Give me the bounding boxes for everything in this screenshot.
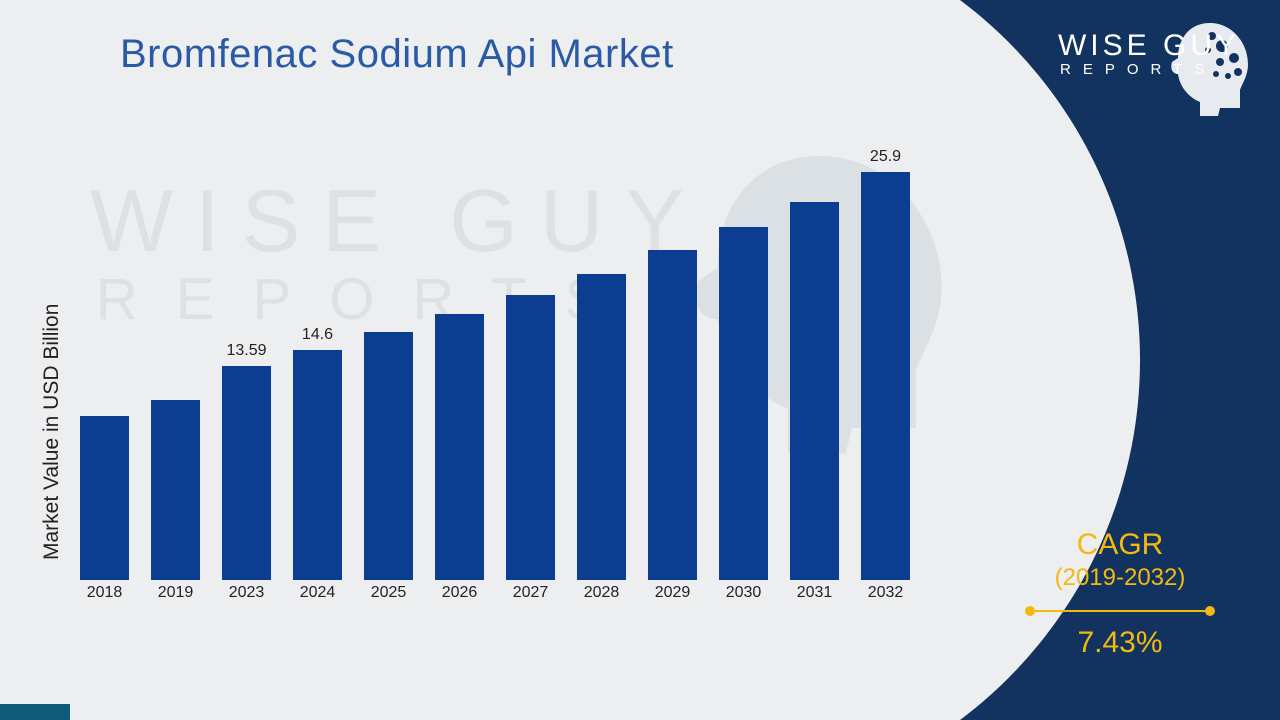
bar-wrap xyxy=(648,170,697,580)
bar-value-label: 25.9 xyxy=(870,148,901,166)
x-tick-label: 2026 xyxy=(435,584,484,602)
bars-container: 13.59 14.6 25.9 xyxy=(80,170,910,580)
bar-chart: 13.59 14.6 25.9 xyxy=(80,170,910,580)
x-tick-label: 2018 xyxy=(80,584,129,602)
bottom-accent-strip xyxy=(0,704,70,720)
x-tick-label: 2024 xyxy=(293,584,342,602)
y-axis-label: Market Value in USD Billion xyxy=(40,304,64,560)
bar-wrap xyxy=(151,170,200,580)
bar xyxy=(222,366,271,580)
x-tick-label: 2029 xyxy=(648,584,697,602)
chart-title: Bromfenac Sodium Api Market xyxy=(120,32,674,77)
bar xyxy=(151,400,200,580)
bar xyxy=(648,250,697,580)
bar xyxy=(435,314,484,581)
bar xyxy=(861,172,910,580)
cagr-range: (2019-2032) xyxy=(1000,564,1240,592)
cagr-block: CAGR (2019-2032) 7.43% xyxy=(1000,528,1240,660)
cagr-divider xyxy=(1030,610,1210,612)
bar-value-label: 14.6 xyxy=(302,326,333,344)
bar-wrap xyxy=(719,170,768,580)
cagr-value: 7.43% xyxy=(1000,626,1240,660)
brand-logo-text: WISE GUY REPORTS xyxy=(1058,30,1240,77)
bar xyxy=(790,202,839,580)
bar-wrap xyxy=(790,170,839,580)
bar xyxy=(364,332,413,580)
x-axis: 2018 2019 2023 2024 2025 2026 2027 2028 2029 2030… xyxy=(80,584,910,602)
bar xyxy=(80,416,129,580)
x-tick-label: 2030 xyxy=(719,584,768,602)
x-tick-label: 2031 xyxy=(790,584,839,602)
bar xyxy=(506,295,555,580)
x-tick-label: 2025 xyxy=(364,584,413,602)
logo-line1: WISE GUY xyxy=(1058,30,1240,62)
bar-value-label: 13.59 xyxy=(226,342,266,360)
x-tick-label: 2023 xyxy=(222,584,271,602)
bar-wrap: 25.9 xyxy=(861,170,910,580)
x-tick-label: 2032 xyxy=(861,584,910,602)
bar xyxy=(577,274,626,580)
bar-wrap xyxy=(364,170,413,580)
x-tick-label: 2019 xyxy=(151,584,200,602)
cagr-label: CAGR xyxy=(1000,528,1240,562)
bar-wrap xyxy=(435,170,484,580)
bar xyxy=(719,227,768,580)
infographic-canvas: WISE GUY REPORTS Bromfenac Sodium Api Ma… xyxy=(0,0,1280,720)
bar-wrap: 13.59 xyxy=(222,170,271,580)
logo-line2: REPORTS xyxy=(1058,62,1240,78)
bar-wrap xyxy=(80,170,129,580)
bar xyxy=(293,350,342,580)
x-tick-label: 2028 xyxy=(577,584,626,602)
bar-wrap xyxy=(506,170,555,580)
bar-wrap: 14.6 xyxy=(293,170,342,580)
bar-wrap xyxy=(577,170,626,580)
x-tick-label: 2027 xyxy=(506,584,555,602)
